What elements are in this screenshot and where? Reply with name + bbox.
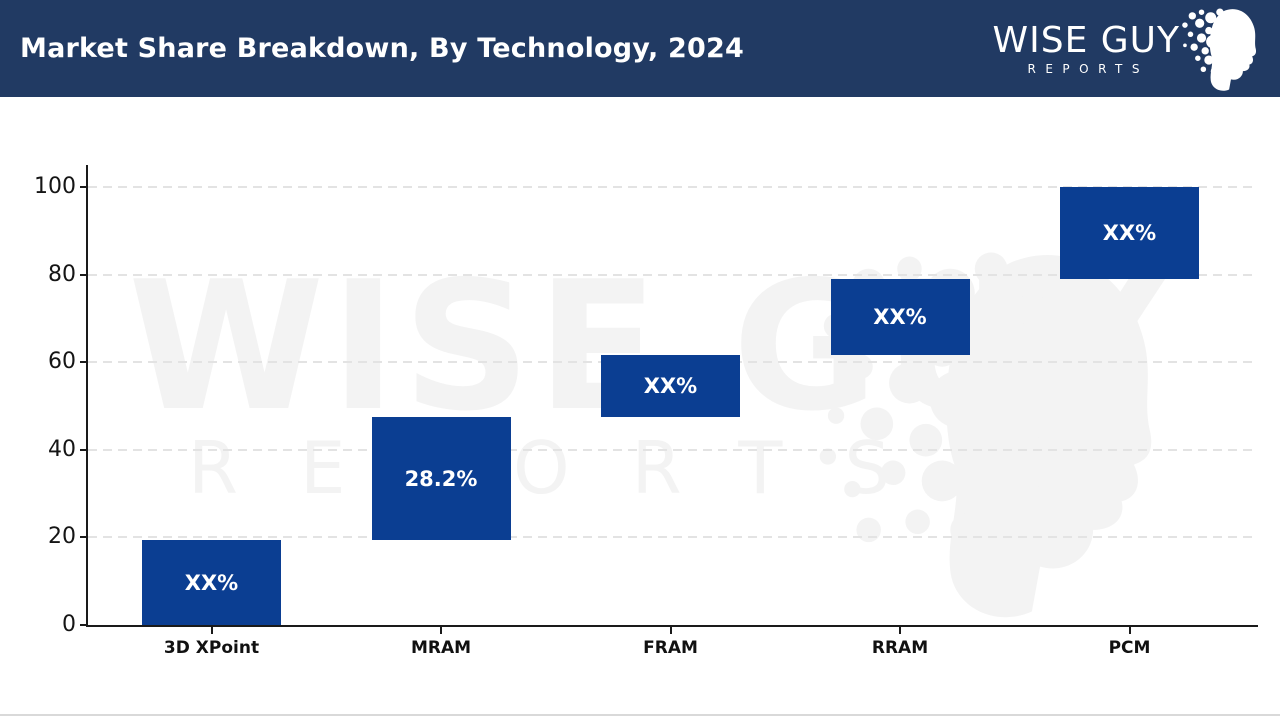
bar-value-label: XX% (1102, 220, 1157, 245)
logo-head-icon (1182, 8, 1257, 91)
x-tick-mark (210, 627, 213, 634)
y-tick-label: 40 (48, 436, 76, 462)
header-bar: Market Share Breakdown, By Technology, 2… (0, 0, 1280, 97)
x-tick-mark (1128, 627, 1131, 634)
y-tick-label: 20 (48, 524, 76, 550)
gridline-80 (88, 273, 1256, 276)
y-tick-mark (80, 186, 88, 188)
category-label-rram: RRAM (871, 638, 929, 658)
y-tick-label: 0 (62, 612, 76, 637)
y-axis-line (86, 165, 88, 627)
bar-pcm: XX% (1060, 187, 1199, 279)
y-tick-label: 100 (34, 174, 76, 199)
y-tick-mark (80, 624, 88, 626)
category-label-3d-xpoint: 3D XPoint (163, 638, 260, 658)
gridline-20 (88, 536, 1256, 539)
category-label-pcm: PCM (1108, 638, 1151, 658)
bar-value-label: XX% (184, 570, 239, 595)
wise-guy-reports-logo: WISE GUY REPORTS (993, 3, 1263, 95)
footer-rule (0, 714, 1280, 716)
x-axis-line (86, 625, 1258, 627)
x-tick-mark (899, 627, 901, 634)
y-tick-label: 80 (48, 261, 76, 287)
x-tick-mark (440, 627, 442, 634)
y-tick-mark (80, 273, 88, 276)
category-label-fram: FRAM (643, 638, 698, 658)
gridline-40 (88, 448, 1256, 451)
category-label-mram: MRAM (410, 638, 472, 658)
y-tick-mark (80, 361, 88, 364)
gridline-100 (88, 186, 1256, 188)
bar-value-label: 28.2% (404, 466, 478, 491)
y-tick-mark (80, 536, 88, 539)
y-tick-label: 60 (48, 349, 76, 375)
bar-rram: XX% (830, 278, 970, 355)
page-title: Market Share Breakdown, By Technology, 2… (20, 33, 745, 64)
bar-value-label: XX% (873, 304, 927, 329)
logo-name: WISE GUY (992, 19, 1180, 61)
y-tick-mark (80, 448, 88, 451)
bar-mram: 28.2% (371, 416, 511, 541)
logo-text: WISE GUY REPORTS (992, 19, 1181, 76)
bar-value-label: XX% (643, 373, 698, 398)
logo-tagline: REPORTS (1027, 61, 1149, 76)
bar-fram: XX% (601, 354, 740, 417)
bar-3d-xpoint: XX% (142, 540, 281, 625)
watermark-reports: REPORTS (188, 426, 953, 510)
x-tick-mark (669, 627, 672, 634)
